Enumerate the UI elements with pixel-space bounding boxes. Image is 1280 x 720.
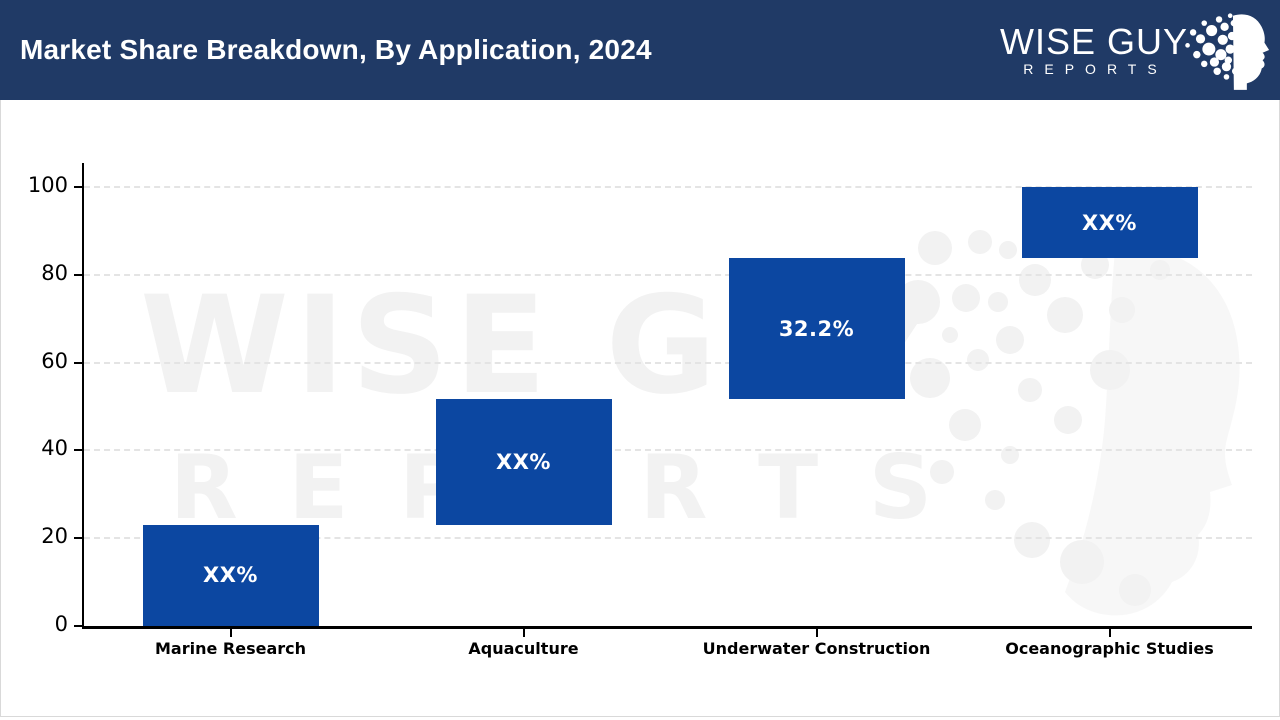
page-title: Market Share Breakdown, By Application, … xyxy=(20,34,652,65)
header: Market Share Breakdown, By Application, … xyxy=(0,0,1280,100)
y-tick xyxy=(74,449,82,452)
y-tick xyxy=(74,625,82,627)
gridline-40 xyxy=(84,449,1252,452)
gridline-80 xyxy=(84,273,1252,276)
gridline-60 xyxy=(84,361,1252,364)
bar-marine-research: XX% xyxy=(142,524,319,626)
brand-wordmark-line1: WISE GUY xyxy=(999,21,1188,62)
y-tick xyxy=(74,273,82,276)
y-tick xyxy=(74,361,82,364)
bar-value-label: XX% xyxy=(496,450,551,475)
y-tick-label: 40 xyxy=(41,436,68,461)
bar-oceanographic-studies: XX% xyxy=(1021,187,1198,259)
brand-logo: WISE GUY REPORTS xyxy=(1000,8,1270,92)
brand-wordmark-line2: REPORTS xyxy=(1023,61,1168,77)
x-tick xyxy=(815,629,818,637)
y-tick-label: 80 xyxy=(41,260,68,285)
bar-value-label: XX% xyxy=(203,563,258,588)
category-label-oceanographic-studies: Oceanographic Studies xyxy=(1005,639,1214,658)
bar-value-label: 32.2% xyxy=(778,316,855,341)
category-label-marine-research: Marine Research xyxy=(154,639,306,658)
y-tick-label: 100 xyxy=(27,173,68,197)
y-tick xyxy=(74,186,82,188)
x-tick xyxy=(522,629,525,637)
y-tick xyxy=(74,537,82,540)
x-tick xyxy=(229,629,232,637)
brand-wordmark: WISE GUY REPORTS xyxy=(999,21,1188,78)
y-tick-label: 60 xyxy=(41,348,68,373)
wiseguy-head-icon xyxy=(1185,13,1270,90)
gridline-20 xyxy=(84,537,1252,540)
bar-underwater-construction: 32.2% xyxy=(728,258,905,400)
category-label-underwater-construction: Underwater Construction xyxy=(702,639,931,658)
bar-aquaculture: XX% xyxy=(435,399,612,525)
y-tick-label: 20 xyxy=(41,524,68,549)
y-axis xyxy=(82,163,84,629)
x-axis xyxy=(82,626,1252,629)
category-label-aquaculture: Aquaculture xyxy=(468,639,579,658)
y-tick-label: 0 xyxy=(54,612,68,636)
bar-value-label: XX% xyxy=(1082,210,1137,235)
x-tick xyxy=(1108,629,1111,637)
gridline-100 xyxy=(84,186,1252,188)
